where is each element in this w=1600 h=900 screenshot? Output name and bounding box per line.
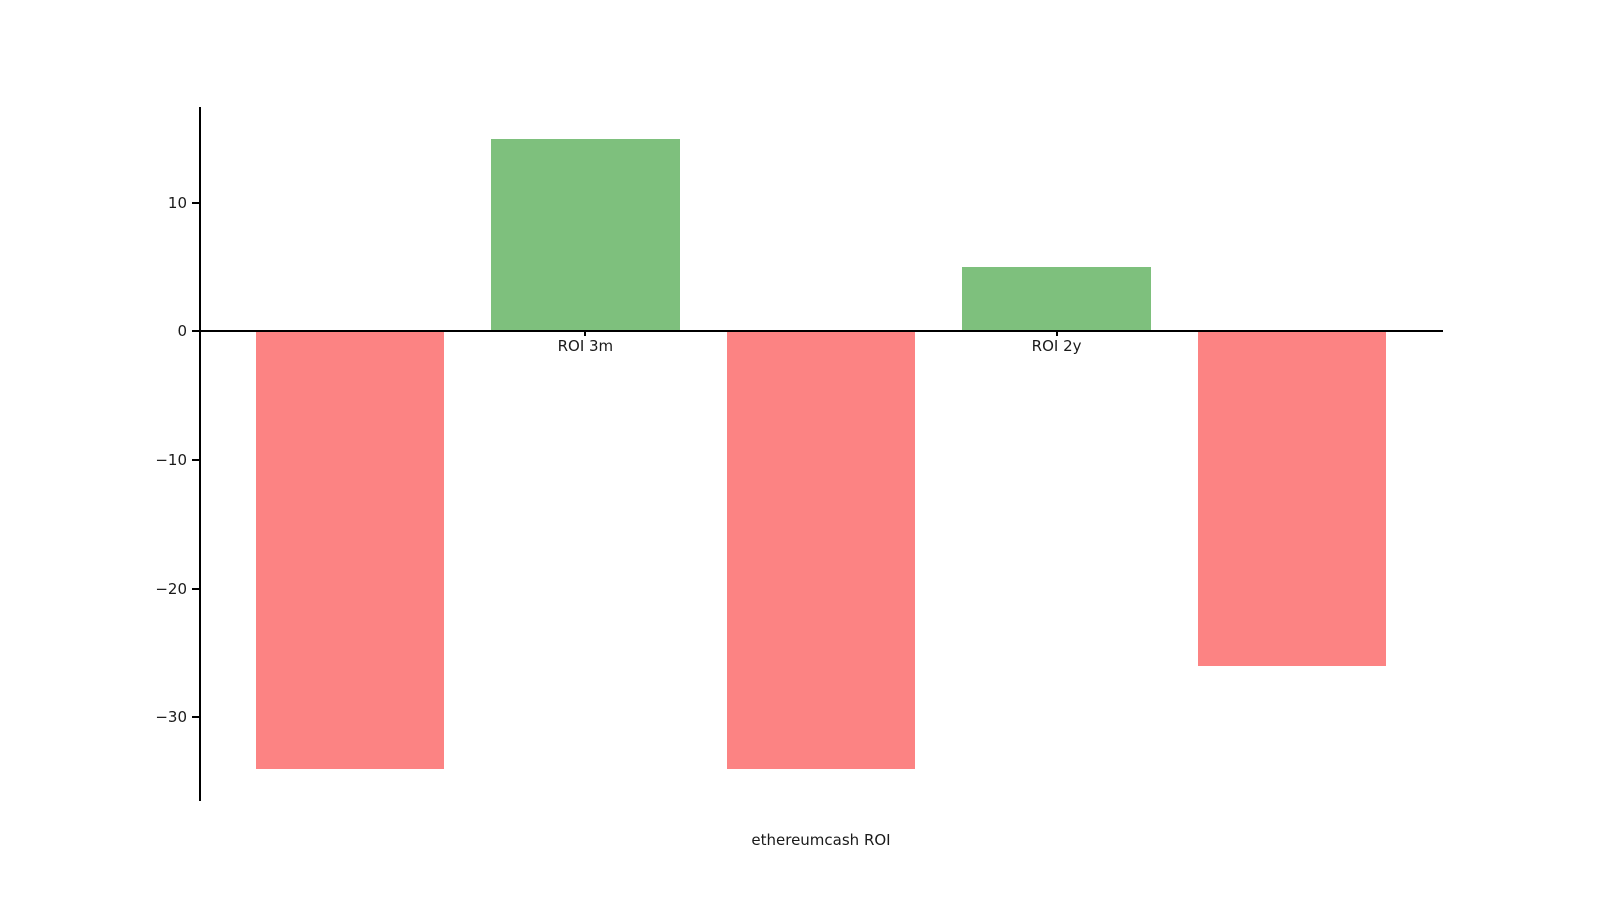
y-tick-label: 0: [177, 322, 187, 341]
bar-ROI 3m: [491, 138, 680, 332]
y-tick: [192, 459, 199, 462]
bar-ROI 2y: [962, 267, 1151, 332]
y-tick: [192, 587, 199, 590]
x-tick: [584, 331, 587, 337]
y-tick: [192, 330, 199, 333]
y-tick: [192, 201, 199, 204]
x-tick: [1055, 331, 1058, 337]
x-tick-label: ROI 2y: [1031, 337, 1082, 356]
bar-col-2: [726, 331, 916, 769]
y-tick-label: 10: [167, 193, 187, 212]
bar-col-0: [255, 331, 445, 769]
y-tick-label: −20: [155, 579, 187, 598]
y-tick: [192, 716, 199, 719]
x-axis-line: [199, 330, 1443, 333]
x-axis-title: ethereumcash ROI: [751, 831, 891, 849]
x-tick-label: ROI 3m: [557, 337, 614, 356]
y-tick-label: −10: [155, 451, 187, 470]
y-axis-spine: [199, 107, 201, 801]
y-tick-label: −30: [155, 708, 187, 727]
bar-col-4: [1197, 331, 1387, 666]
